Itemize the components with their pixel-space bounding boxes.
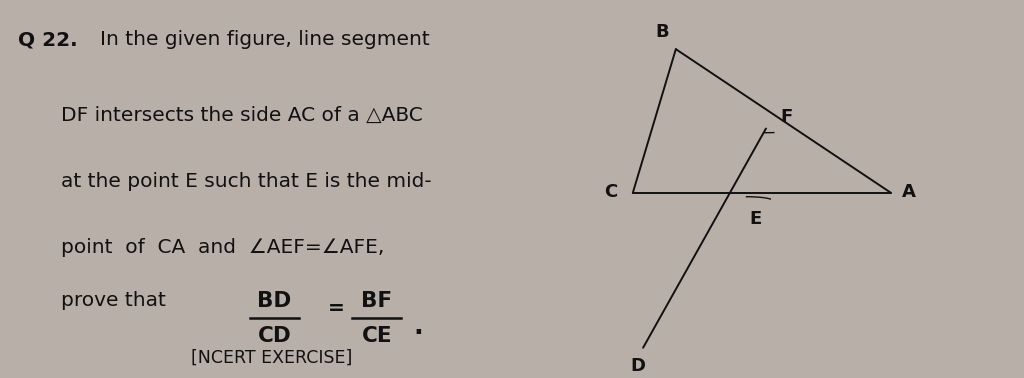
Text: D: D — [631, 357, 645, 375]
Text: BD: BD — [257, 291, 292, 311]
Text: In the given figure, line segment: In the given figure, line segment — [100, 30, 430, 49]
Text: =: = — [328, 299, 344, 318]
Text: Q 22.: Q 22. — [18, 30, 78, 49]
Text: E: E — [750, 210, 762, 228]
Text: BF: BF — [361, 291, 392, 311]
Text: F: F — [780, 108, 793, 126]
Text: B: B — [655, 23, 670, 41]
Text: [NCERT EXERCISE]: [NCERT EXERCISE] — [190, 349, 352, 367]
Text: CE: CE — [361, 326, 392, 346]
Text: point  of  CA  and  ∠AEF=∠AFE,: point of CA and ∠AEF=∠AFE, — [61, 238, 385, 257]
Text: .: . — [413, 314, 423, 340]
Text: C: C — [604, 183, 616, 201]
Text: prove that: prove that — [61, 291, 166, 310]
Text: CD: CD — [258, 326, 291, 346]
Text: at the point E such that E is the mid-: at the point E such that E is the mid- — [61, 172, 432, 191]
Text: A: A — [902, 183, 916, 201]
Text: DF intersects the side AC of a △ABC: DF intersects the side AC of a △ABC — [61, 106, 423, 125]
